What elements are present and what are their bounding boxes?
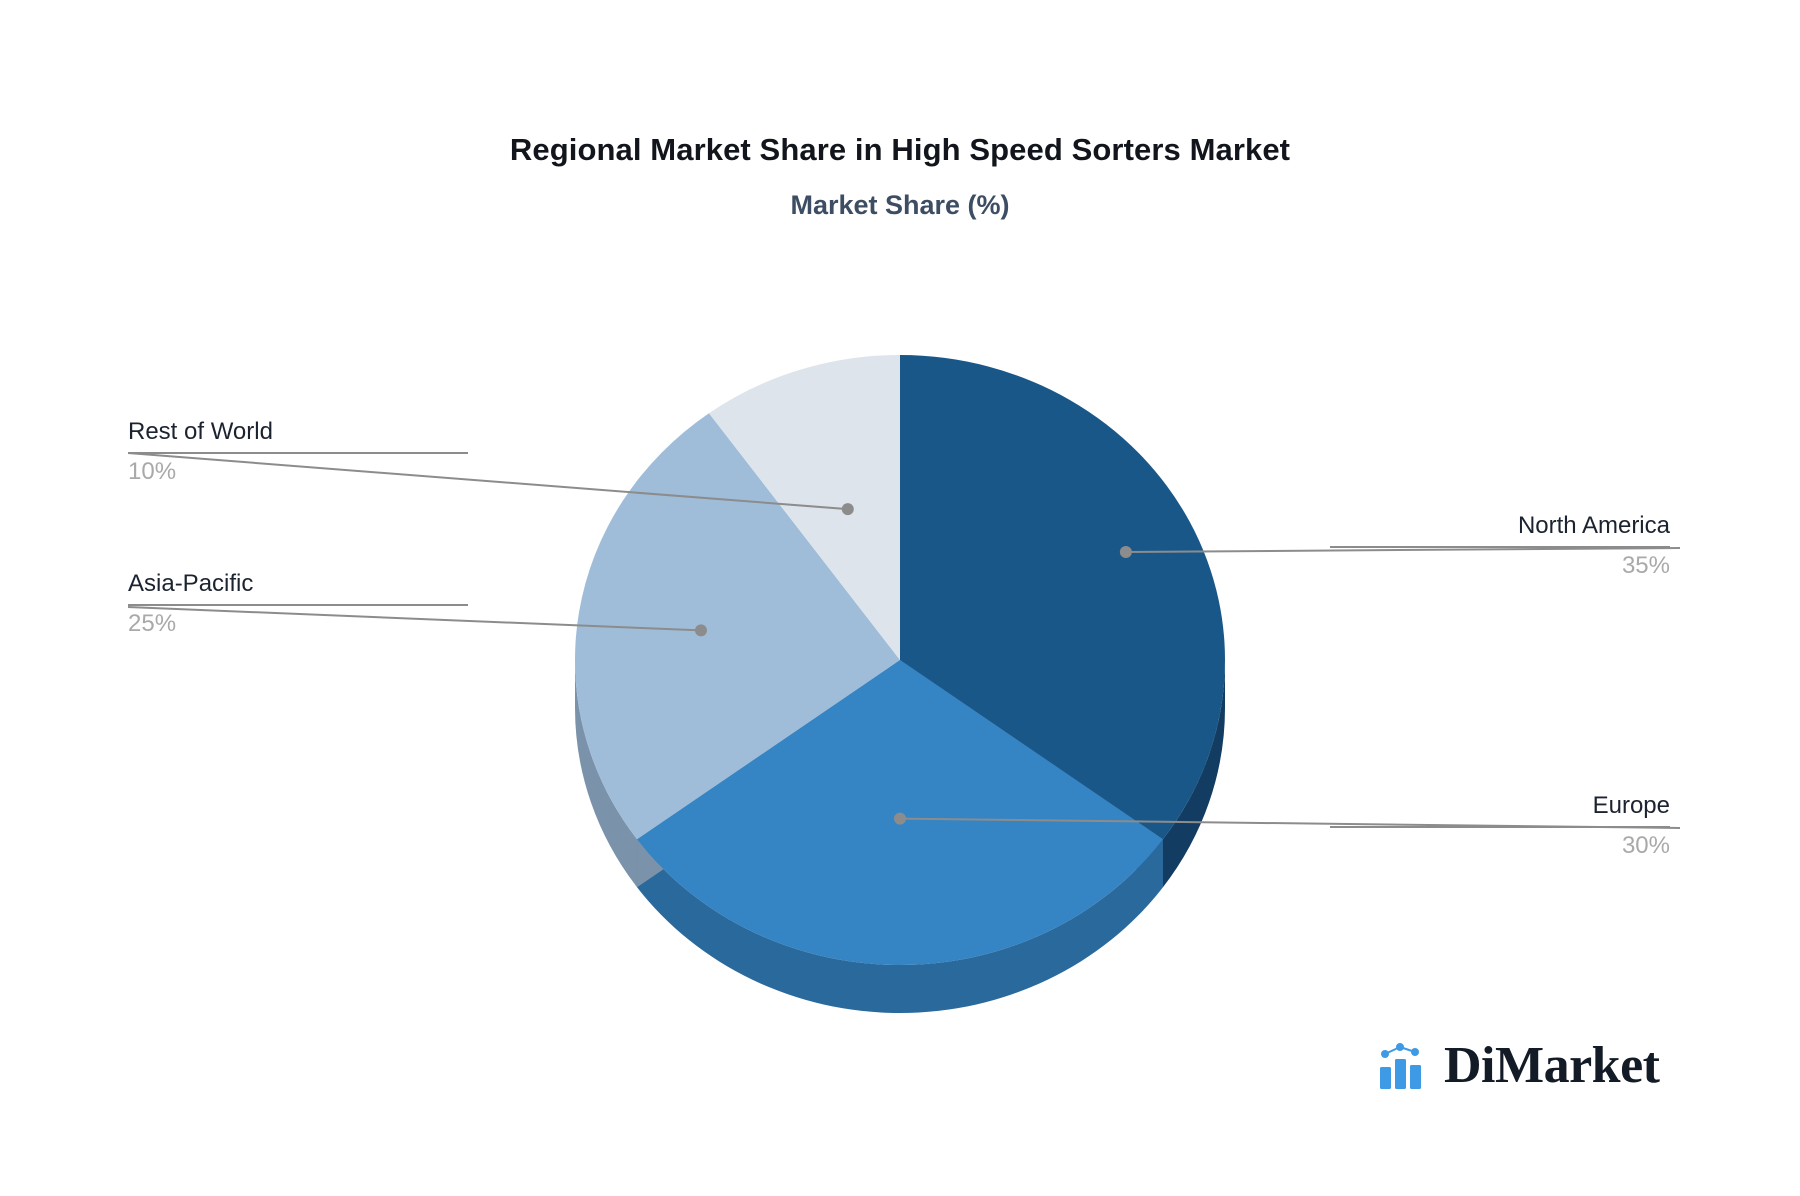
callout-rule	[128, 451, 468, 454]
leader-line-north-america	[1125, 547, 1681, 553]
leader-dot-asia-pacific	[694, 624, 707, 637]
logo-bar-3	[1410, 1065, 1421, 1089]
callout-value-rest-of-world: 10%	[128, 457, 177, 485]
leader-dot-rest-of-world	[841, 503, 854, 516]
chart-title: Regional Market Share in High Speed Sort…	[509, 132, 1291, 167]
leader-line-rest-of-world	[127, 452, 848, 511]
logo-bar-1	[1380, 1067, 1391, 1089]
callout-rest-of-world: Rest of World 10%	[128, 418, 468, 486]
leader-dot-north-america	[1119, 545, 1132, 558]
logo-dot-3	[1411, 1048, 1419, 1056]
logo-bar-2	[1395, 1059, 1406, 1089]
callout-asia-pacific: Asia-Pacific 25%	[128, 570, 468, 638]
bar-chart-icon	[1380, 1043, 1421, 1089]
leader-lines	[127, 452, 1681, 829]
callout-label-asia-pacific: Asia-Pacific	[128, 570, 254, 597]
pie-slice-rest-of-world[interactable]	[708, 355, 900, 660]
leader-line-asia-pacific	[127, 606, 702, 632]
pie-slice-side	[1162, 660, 1225, 888]
callout-label-europe: Europe	[1592, 792, 1670, 819]
pie-slice-asia-pacific[interactable]	[575, 413, 900, 840]
callout-value-north-america: 35%	[1621, 551, 1670, 579]
callout-rule	[1330, 545, 1670, 548]
pie-slice-side	[575, 660, 638, 888]
pie-slices	[575, 355, 1225, 965]
logo-dot-1	[1381, 1050, 1389, 1058]
pie-slice-side	[637, 839, 1163, 1013]
callout-north-america: North America 35%	[1330, 512, 1670, 580]
chart-subtitle: Market Share (%)	[790, 190, 1010, 220]
callout-label-rest-of-world: Rest of World	[128, 418, 273, 445]
callout-europe: Europe 30%	[1330, 792, 1670, 860]
pie-slice-europe[interactable]	[637, 660, 1163, 965]
leader-dot-europe	[894, 812, 906, 825]
callout-label-north-america: North America	[1517, 512, 1670, 539]
callout-value-europe: 30%	[1621, 831, 1670, 859]
callout-rule	[1330, 825, 1670, 828]
logo-wordmark: DiMarket	[1444, 1037, 1660, 1094]
pie-slice-north-america[interactable]	[900, 355, 1225, 840]
logo-dot-2	[1396, 1043, 1404, 1051]
callout-value-asia-pacific: 25%	[128, 609, 177, 637]
callout-rule	[128, 603, 468, 606]
dimarket-logo: DiMarket	[1378, 1037, 1660, 1094]
